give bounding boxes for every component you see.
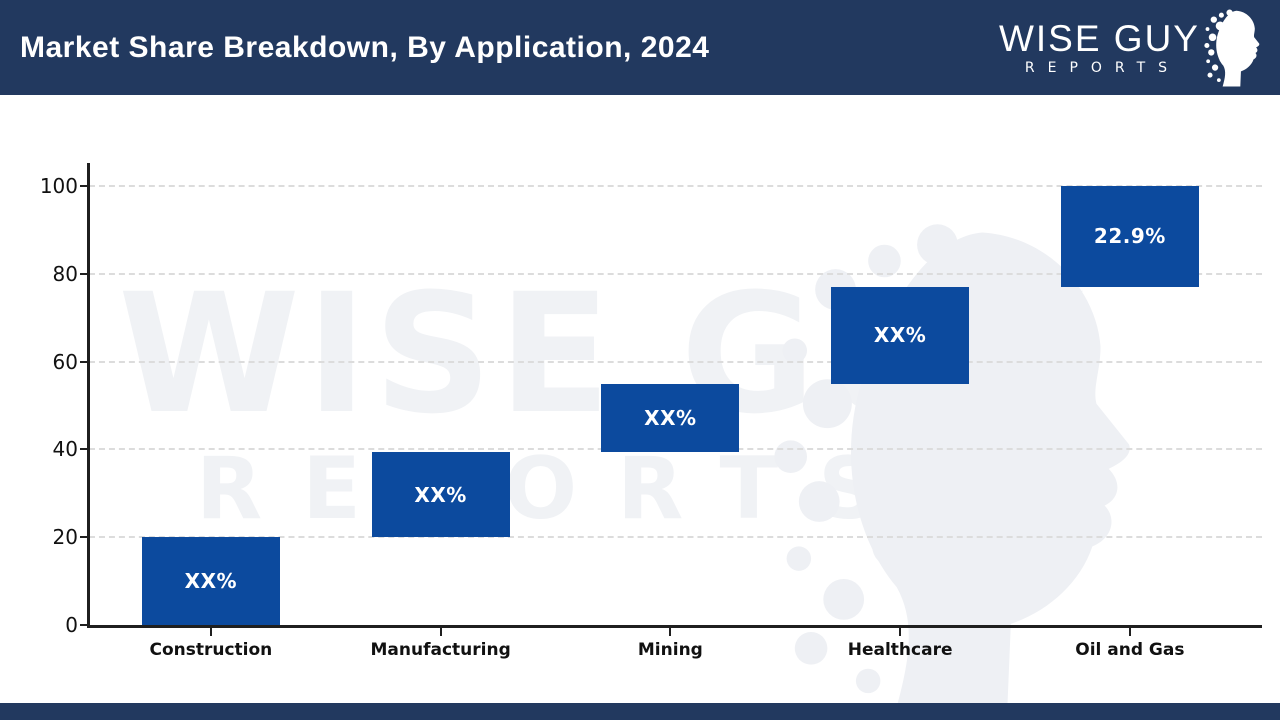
bar-value-label: XX%	[414, 482, 467, 507]
y-axis-line	[87, 163, 90, 625]
y-axis-tick-label: 80	[52, 261, 78, 286]
wiseguy-logo: WISE GUY REPORTS	[999, 7, 1266, 89]
footer-bar	[0, 703, 1280, 720]
y-axis-tick-mark	[80, 360, 88, 363]
wiseguy-head-icon	[1202, 7, 1266, 89]
x-axis-category-label: Construction	[149, 640, 273, 660]
header-bar: Market Share Breakdown, By Application, …	[0, 0, 1280, 95]
x-axis-tick-mark	[209, 627, 212, 636]
x-axis-line	[87, 625, 1262, 628]
gridline-80	[89, 272, 1262, 275]
x-axis-category-label: Manufacturing	[370, 640, 511, 660]
y-axis-tick-label: 0	[65, 613, 78, 637]
logo-reports-label: REPORTS	[1024, 60, 1181, 76]
gridline-20	[89, 536, 1262, 539]
y-axis-tick-label: 20	[52, 525, 78, 550]
gridline-100	[89, 185, 1262, 187]
bar-oil-and-gas: 22.9%	[1060, 186, 1199, 287]
x-axis-tick-mark	[669, 627, 672, 636]
bar-value-label: XX%	[644, 405, 697, 430]
x-axis-tick-mark	[1128, 627, 1131, 636]
bar-mining: XX%	[601, 383, 740, 453]
x-axis-tick-mark	[439, 627, 442, 636]
page-title: Market Share Breakdown, By Application, …	[20, 30, 710, 64]
x-axis-category-label: Healthcare	[847, 640, 953, 660]
y-axis-tick-mark	[80, 624, 88, 626]
y-axis-tick-mark	[80, 536, 88, 539]
watermark-text-reports: REPORTS	[196, 439, 921, 539]
bar-manufacturing: XX%	[371, 452, 510, 538]
bar-healthcare: XX%	[831, 286, 970, 384]
logo-wiseguy-label: WISE GUY	[998, 18, 1200, 59]
x-axis-category-label: Oil and Gas	[1075, 640, 1185, 660]
y-axis-tick-mark	[80, 272, 88, 275]
y-axis-tick-mark	[80, 448, 88, 451]
y-axis-tick-mark	[80, 185, 88, 187]
bar-value-label: 22.9%	[1093, 224, 1166, 249]
x-axis-category-label: Mining	[637, 640, 703, 660]
gridline-60	[89, 360, 1262, 363]
x-axis-tick-mark	[899, 627, 902, 636]
bar-value-label: XX%	[184, 569, 238, 594]
bar-construction: XX%	[141, 537, 280, 625]
y-axis-tick-label: 100	[39, 174, 78, 198]
logo-text: WISE GUY REPORTS	[999, 20, 1200, 75]
bar-value-label: XX%	[873, 323, 927, 348]
y-axis-tick-label: 60	[52, 349, 78, 374]
y-axis-tick-label: 40	[52, 437, 78, 462]
